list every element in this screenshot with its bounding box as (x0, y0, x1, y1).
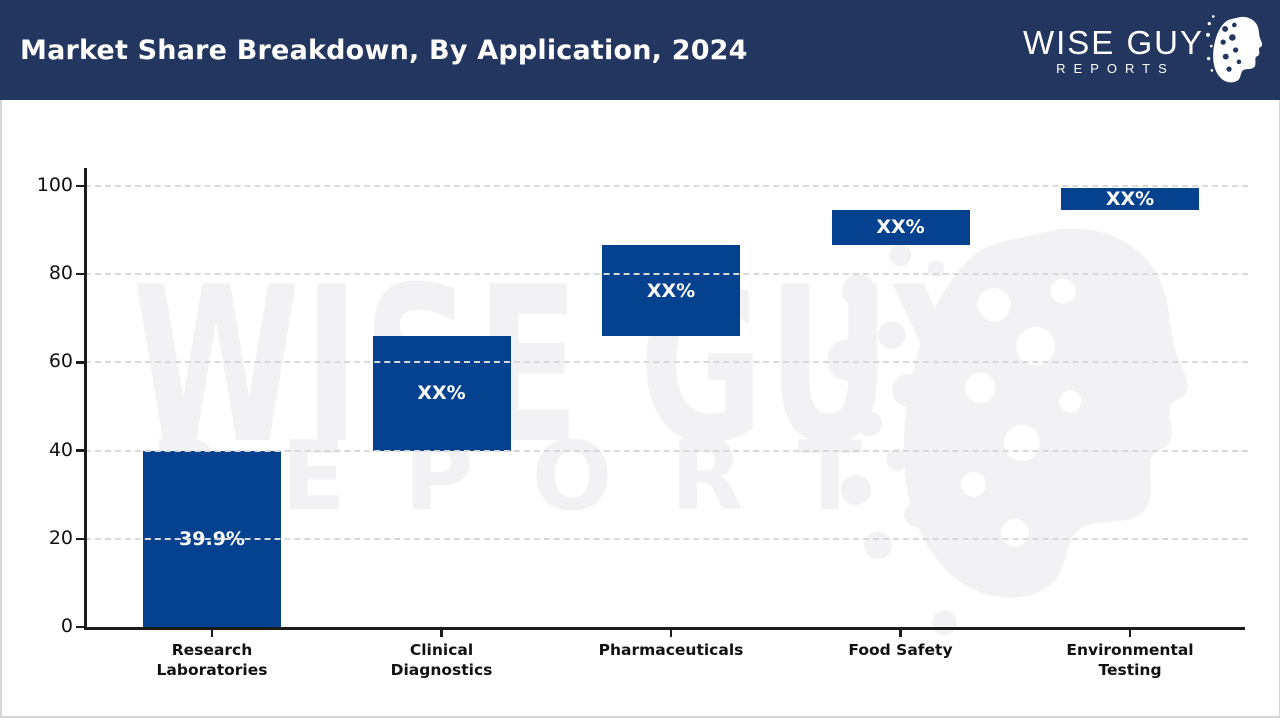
bottom-edge-line (0, 716, 1280, 718)
x-tick-mark-0 (210, 629, 214, 637)
y-tick-label-0: 0 (60, 615, 73, 637)
x-category-label-line: Environmental (1066, 641, 1194, 659)
x-category-label-2: Pharmaceuticals (555, 640, 787, 660)
x-tick-mark-4 (1128, 629, 1132, 637)
gridline-80 (85, 273, 1248, 276)
x-tick-mark-2 (669, 629, 673, 637)
logo-text: WISE GUY REPORTS (1023, 26, 1204, 75)
logo-head-icon (1206, 15, 1262, 83)
left-edge-line (0, 100, 2, 718)
logo-wordmark: WISE GUY (1022, 23, 1204, 61)
x-category-label-line: Research (171, 641, 253, 659)
y-tick-mark-100 (76, 184, 85, 188)
x-category-label-line: Laboratories (156, 661, 268, 680)
x-category-label-line: Testing (1098, 661, 1162, 680)
x-category-label-line: Pharmaceuticals (598, 641, 744, 659)
wiseguy-logo: WISE GUY REPORTS (1023, 8, 1262, 92)
y-tick-label-80: 80 (48, 262, 73, 285)
x-category-label-line: Food Safety (848, 641, 953, 659)
x-category-label-1: Clinical Diagnostics (326, 640, 558, 681)
y-tick-label-60: 60 (48, 350, 73, 373)
x-category-label-3: Food Safety (785, 640, 1017, 660)
bar-value-label-2: XX% (646, 279, 696, 302)
bar-value-label-1: XX% (417, 382, 466, 405)
y-tick-mark-80 (76, 272, 85, 276)
bar-4: XX% (1061, 187, 1199, 210)
gridline-40 (85, 449, 1248, 452)
y-tick-label-20: 20 (48, 526, 73, 549)
x-category-label-0: Research Laboratories (96, 640, 328, 681)
y-tick-label-100: 100 (36, 174, 73, 196)
x-category-label-4: Environmental Testing (1014, 640, 1246, 681)
y-tick-mark-20 (76, 537, 85, 541)
y-tick-mark-60 (76, 361, 85, 364)
watermark-head-graphic (828, 228, 1188, 636)
bar-value-label-4: XX% (1105, 187, 1155, 210)
bar-1: XX% (372, 335, 511, 452)
bar-value-label-3: XX% (876, 216, 925, 239)
logo-subtitle: REPORTS (1056, 60, 1175, 76)
x-axis-line (84, 626, 1245, 630)
chart-area: WISE GUY REPORTS 0 20 40 60 80 100 39.9% Resear… (0, 100, 1280, 720)
right-edge-line (1278, 100, 1280, 718)
x-category-label-line: Diagnostics (390, 661, 493, 680)
x-tick-mark-3 (899, 629, 902, 637)
gridline-100 (85, 185, 1248, 187)
bar-2: XX% (602, 245, 740, 336)
y-axis-line (84, 168, 87, 629)
x-tick-mark-1 (440, 629, 443, 637)
page-title: Market Share Breakdown, By Application, … (20, 34, 748, 66)
gridline-20 (85, 537, 1248, 540)
y-tick-mark-40 (76, 449, 85, 452)
y-tick-label-40: 40 (48, 438, 73, 461)
gridline-60 (85, 361, 1248, 364)
bar-3: XX% (831, 209, 970, 246)
report-header: Market Share Breakdown, By Application, … (0, 0, 1280, 100)
x-category-label-line: Clinical (409, 641, 474, 659)
y-tick-mark-0 (76, 625, 85, 629)
